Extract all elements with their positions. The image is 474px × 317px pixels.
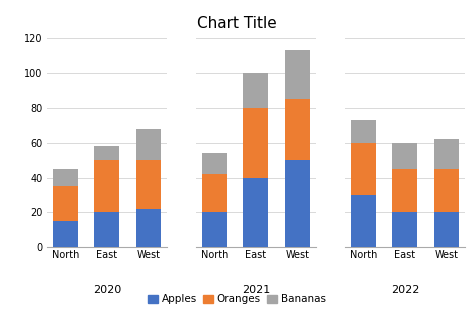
- Bar: [94, 160, 119, 212]
- Bar: [244, 178, 268, 247]
- Text: 2022: 2022: [391, 285, 419, 295]
- Bar: [392, 143, 418, 169]
- Bar: [434, 212, 459, 247]
- Text: 2020: 2020: [93, 285, 121, 295]
- Text: Chart Title: Chart Title: [197, 16, 277, 31]
- Bar: [244, 108, 268, 178]
- Bar: [136, 160, 161, 209]
- Legend: Apples, Oranges, Bananas: Apples, Oranges, Bananas: [144, 290, 330, 309]
- Bar: [53, 186, 78, 221]
- Bar: [202, 174, 227, 212]
- Bar: [94, 146, 119, 160]
- Bar: [94, 212, 119, 247]
- Bar: [244, 73, 268, 108]
- Bar: [434, 169, 459, 212]
- Bar: [136, 129, 161, 160]
- Bar: [392, 212, 418, 247]
- Text: 2021: 2021: [242, 285, 270, 295]
- Bar: [351, 195, 376, 247]
- Bar: [202, 212, 227, 247]
- Bar: [285, 99, 310, 160]
- Bar: [53, 169, 78, 186]
- Bar: [285, 50, 310, 99]
- Bar: [202, 153, 227, 174]
- Bar: [434, 139, 459, 169]
- Bar: [53, 221, 78, 247]
- Bar: [351, 120, 376, 143]
- Bar: [392, 169, 418, 212]
- Bar: [351, 143, 376, 195]
- Bar: [285, 160, 310, 247]
- Bar: [136, 209, 161, 247]
